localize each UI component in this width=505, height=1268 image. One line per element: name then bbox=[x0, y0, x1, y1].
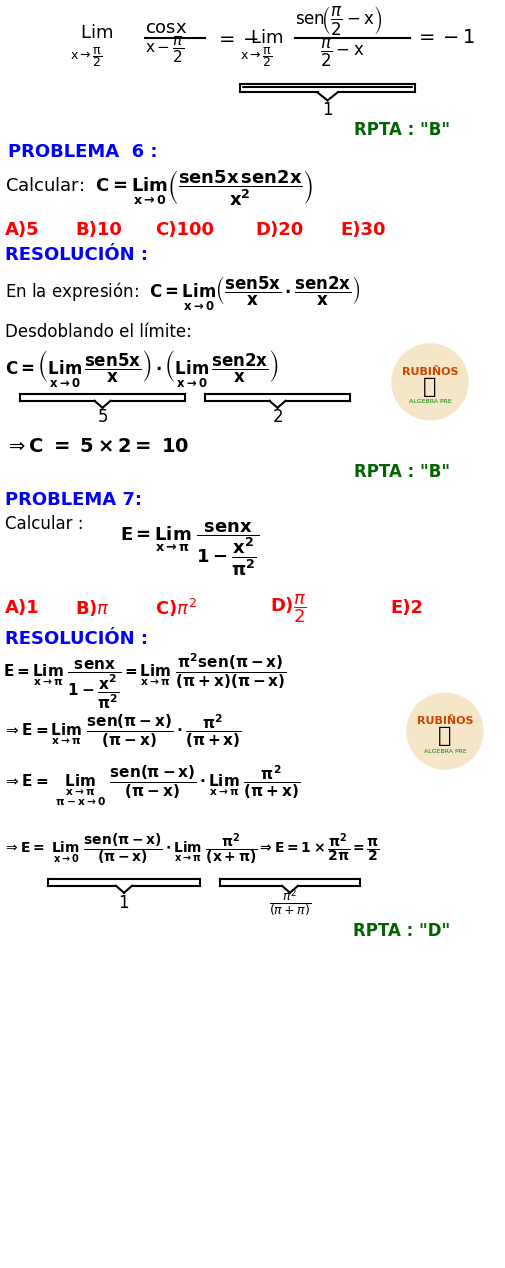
Text: D)20: D)20 bbox=[255, 221, 303, 240]
Text: $\mathrm{Lim}$: $\mathrm{Lim}$ bbox=[250, 29, 283, 47]
Text: $= -$: $= -$ bbox=[215, 28, 259, 47]
Text: D)$\dfrac{\pi}{2}$: D)$\dfrac{\pi}{2}$ bbox=[270, 592, 307, 625]
Text: ALGEBRA PRE: ALGEBRA PRE bbox=[424, 748, 467, 753]
Text: $\mathrm{cosx}$: $\mathrm{cosx}$ bbox=[145, 19, 187, 37]
Text: $\Rightarrow\mathbf{E=\ \underset{\substack{x \to \pi \\ \pi-x \to 0}}{Lim}\ \df: $\Rightarrow\mathbf{E=\ \underset{\subst… bbox=[3, 765, 300, 808]
Text: $\dfrac{\pi^2}{(\pi+\pi)}$: $\dfrac{\pi^2}{(\pi+\pi)}$ bbox=[269, 888, 311, 918]
Text: $= -1$: $= -1$ bbox=[415, 28, 476, 47]
Text: $\mathrm{sen}\!\left(\dfrac{\pi}{2} - \mathrm{x}\right)$: $\mathrm{sen}\!\left(\dfrac{\pi}{2} - \m… bbox=[295, 4, 382, 37]
Text: 🎓: 🎓 bbox=[438, 727, 451, 746]
Text: Calcular:  $\mathbf{C = \underset{x \to 0}{Lim}\left(\dfrac{sen5x\,sen2x}{x^2}\r: Calcular: $\mathbf{C = \underset{x \to 0… bbox=[5, 167, 314, 207]
Text: $2$: $2$ bbox=[272, 408, 283, 426]
Text: $\mathbf{E =\underset{x \to \pi}{Lim}\ \dfrac{senx}{1-\dfrac{x^2}{\pi^2}} = \und: $\mathbf{E =\underset{x \to \pi}{Lim}\ \… bbox=[3, 652, 287, 711]
Circle shape bbox=[392, 344, 468, 420]
Text: Calcular :: Calcular : bbox=[5, 515, 83, 533]
Text: RPTA : "D": RPTA : "D" bbox=[353, 922, 450, 940]
Text: B)10: B)10 bbox=[75, 221, 122, 240]
Text: $5$: $5$ bbox=[97, 408, 108, 426]
Text: $\mathbf{C = \left(\underset{x \to 0}{Lim}\,\dfrac{sen5x}{x}\right) \cdot \left(: $\mathbf{C = \left(\underset{x \to 0}{Li… bbox=[5, 349, 279, 391]
Text: A)1: A)1 bbox=[5, 600, 39, 618]
Text: RPTA : "B": RPTA : "B" bbox=[354, 122, 450, 139]
Text: 🎓: 🎓 bbox=[423, 377, 437, 397]
Text: $\mathrm{x} - \dfrac{\pi}{2}$: $\mathrm{x} - \dfrac{\pi}{2}$ bbox=[145, 36, 184, 66]
Text: $\Rightarrow\mathbf{E=\underset{x \to \pi}{Lim}\ \dfrac{sen(\pi-x)}{(\pi-x)} \cd: $\Rightarrow\mathbf{E=\underset{x \to \p… bbox=[3, 713, 242, 749]
Text: E)30: E)30 bbox=[340, 221, 385, 240]
Text: RESOLUCIÓN :: RESOLUCIÓN : bbox=[5, 630, 148, 648]
Text: $1$: $1$ bbox=[119, 894, 130, 912]
Text: ALGEBRA PRE: ALGEBRA PRE bbox=[409, 399, 451, 404]
Text: B)$\pi$: B)$\pi$ bbox=[75, 598, 110, 619]
Text: $\mathrm{Lim}$: $\mathrm{Lim}$ bbox=[80, 24, 113, 42]
Text: $\dfrac{\pi}{2} - \mathrm{x}$: $\dfrac{\pi}{2} - \mathrm{x}$ bbox=[320, 37, 365, 68]
Text: En la expresión:  $\mathbf{C = \underset{x \to 0}{Lim}\left(\dfrac{sen5x}{x} \cd: En la expresión: $\mathbf{C = \underset{… bbox=[5, 275, 361, 313]
Text: A)5: A)5 bbox=[5, 221, 39, 240]
Text: $\Rightarrow\mathbf{E = \ \underset{x \to 0}{Lim}\ \dfrac{sen(\pi-x)}{(\pi-x)} \: $\Rightarrow\mathbf{E = \ \underset{x \t… bbox=[3, 831, 380, 866]
Text: RUBIÑOS: RUBIÑOS bbox=[417, 716, 473, 727]
Text: PROBLEMA 7:: PROBLEMA 7: bbox=[5, 491, 142, 508]
Text: Desdoblando el límite:: Desdoblando el límite: bbox=[5, 323, 192, 341]
Text: $1$: $1$ bbox=[322, 101, 333, 119]
Text: C)100: C)100 bbox=[155, 221, 214, 240]
Text: RPTA : "B": RPTA : "B" bbox=[354, 463, 450, 481]
Text: C)$\pi^2$: C)$\pi^2$ bbox=[155, 597, 197, 620]
Text: $\mathbf{E=\underset{x \to \pi}{Lim}\ \dfrac{senx}{1-\dfrac{x^2}{\pi^2}}}$: $\mathbf{E=\underset{x \to \pi}{Lim}\ \d… bbox=[120, 521, 259, 578]
Text: E)2: E)2 bbox=[390, 600, 423, 618]
Text: $\mathrm{x \to \dfrac{\pi}{2}}$: $\mathrm{x \to \dfrac{\pi}{2}}$ bbox=[70, 46, 103, 70]
Text: RUBIÑOS: RUBIÑOS bbox=[402, 366, 458, 377]
Text: $\mathrm{x \to \dfrac{\pi}{2}}$: $\mathrm{x \to \dfrac{\pi}{2}}$ bbox=[240, 46, 273, 70]
Circle shape bbox=[407, 694, 483, 768]
Text: $\Rightarrow\mathbf{C\ =\ 5 \times 2 = \ 10}$: $\Rightarrow\mathbf{C\ =\ 5 \times 2 = \… bbox=[5, 437, 189, 456]
Text: RESOLUCIÓN :: RESOLUCIÓN : bbox=[5, 246, 148, 264]
Text: PROBLEMA  6 :: PROBLEMA 6 : bbox=[8, 143, 158, 161]
